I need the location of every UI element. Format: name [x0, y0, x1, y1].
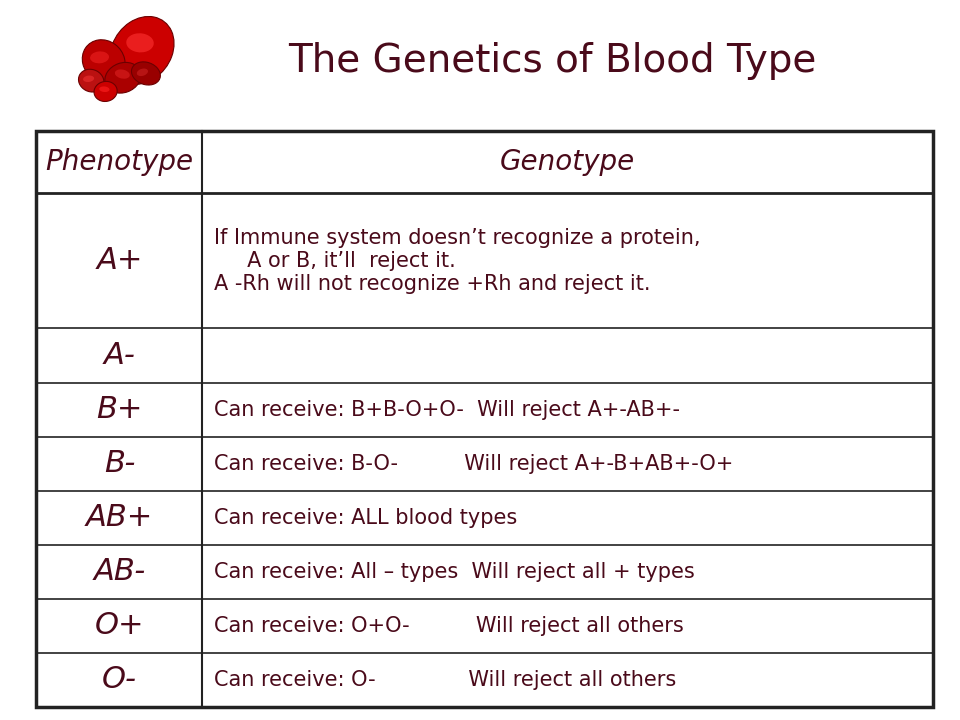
Ellipse shape [105, 63, 141, 93]
Bar [36, 131, 933, 707]
Text: O+: O+ [95, 611, 144, 640]
Text: O-: O- [102, 665, 137, 695]
Ellipse shape [83, 40, 125, 83]
Ellipse shape [137, 68, 148, 76]
Text: AB-: AB- [93, 557, 146, 586]
Text: Can receive: B+B-O+O-  Will reject A+-AB+-: Can receive: B+B-O+O- Will reject A+-AB+… [214, 400, 680, 420]
Ellipse shape [90, 51, 109, 63]
Ellipse shape [115, 69, 130, 78]
Text: Can receive: ALL blood types: Can receive: ALL blood types [214, 508, 517, 528]
Text: Can receive: O+O-          Will reject all others: Can receive: O+O- Will reject all others [214, 616, 684, 636]
Text: Can receive: O-              Will reject all others: Can receive: O- Will reject all others [214, 670, 676, 690]
Ellipse shape [99, 86, 109, 92]
Ellipse shape [79, 69, 104, 92]
Text: Can receive: All – types  Will reject all + types: Can receive: All – types Will reject all… [214, 562, 695, 582]
Text: Phenotype: Phenotype [45, 148, 194, 176]
Ellipse shape [94, 81, 117, 102]
Ellipse shape [132, 62, 160, 85]
Text: Can receive: B-O-          Will reject A+-B+AB+-O+: Can receive: B-O- Will reject A+-B+AB+-O… [214, 454, 733, 474]
Text: A+: A+ [96, 246, 143, 275]
Text: A-: A- [104, 341, 135, 370]
Text: B-: B- [104, 449, 135, 478]
Text: The Genetics of Blood Type: The Genetics of Blood Type [288, 42, 816, 80]
Ellipse shape [84, 76, 94, 82]
Ellipse shape [127, 33, 154, 53]
Text: If Immune system doesn’t recognize a protein,
     A or B, it’ll  reject it.
A -: If Immune system doesn’t recognize a pro… [214, 228, 701, 294]
Text: Genotype: Genotype [500, 148, 636, 176]
Text: B+: B+ [96, 395, 143, 424]
Text: AB+: AB+ [85, 503, 153, 532]
Ellipse shape [110, 17, 174, 84]
